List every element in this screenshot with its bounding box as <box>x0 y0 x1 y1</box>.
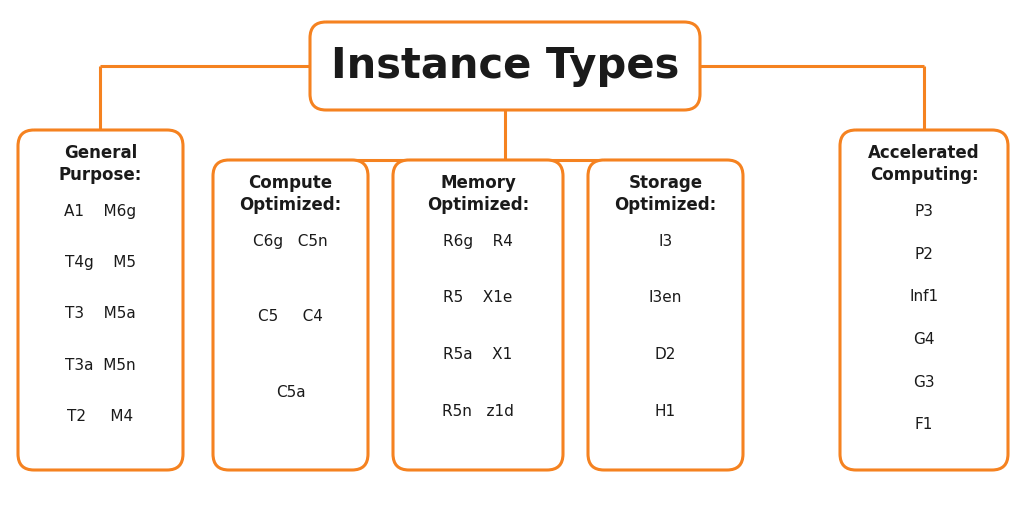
Text: A1    M6g: A1 M6g <box>65 204 136 219</box>
Text: H1: H1 <box>655 404 676 419</box>
Text: Memory
Optimized:: Memory Optimized: <box>426 174 529 214</box>
Text: F1: F1 <box>914 418 933 432</box>
Text: I3: I3 <box>658 234 672 249</box>
Text: P2: P2 <box>914 247 934 262</box>
Text: T3    M5a: T3 M5a <box>66 306 136 322</box>
Text: R5    X1e: R5 X1e <box>443 290 512 306</box>
Text: D2: D2 <box>655 347 676 362</box>
PathPatch shape <box>840 130 1008 470</box>
Text: R5a    X1: R5a X1 <box>444 347 512 362</box>
PathPatch shape <box>213 160 368 470</box>
Text: Compute
Optimized:: Compute Optimized: <box>240 174 341 214</box>
Text: C6g   C5n: C6g C5n <box>253 234 328 249</box>
Text: T2     M4: T2 M4 <box>68 409 133 424</box>
PathPatch shape <box>310 22 700 110</box>
Text: C5     C4: C5 C4 <box>258 309 323 324</box>
Text: Accelerated
Computing:: Accelerated Computing: <box>868 144 980 184</box>
Text: General
Purpose:: General Purpose: <box>58 144 142 184</box>
PathPatch shape <box>393 160 563 470</box>
Text: I3en: I3en <box>649 290 683 306</box>
Text: Inf1: Inf1 <box>909 289 939 304</box>
Text: Storage
Optimized:: Storage Optimized: <box>614 174 716 214</box>
Text: P3: P3 <box>914 204 934 219</box>
Text: R6g    R4: R6g R4 <box>443 234 512 249</box>
Text: Instance Types: Instance Types <box>331 45 680 87</box>
Text: G4: G4 <box>913 332 935 347</box>
Text: T3a  M5n: T3a M5n <box>66 358 135 372</box>
PathPatch shape <box>588 160 743 470</box>
Text: C5a: C5a <box>276 385 305 400</box>
Text: G3: G3 <box>913 374 935 390</box>
Text: R5n   z1d: R5n z1d <box>442 404 514 419</box>
PathPatch shape <box>18 130 183 470</box>
Text: T4g    M5: T4g M5 <box>65 255 136 270</box>
